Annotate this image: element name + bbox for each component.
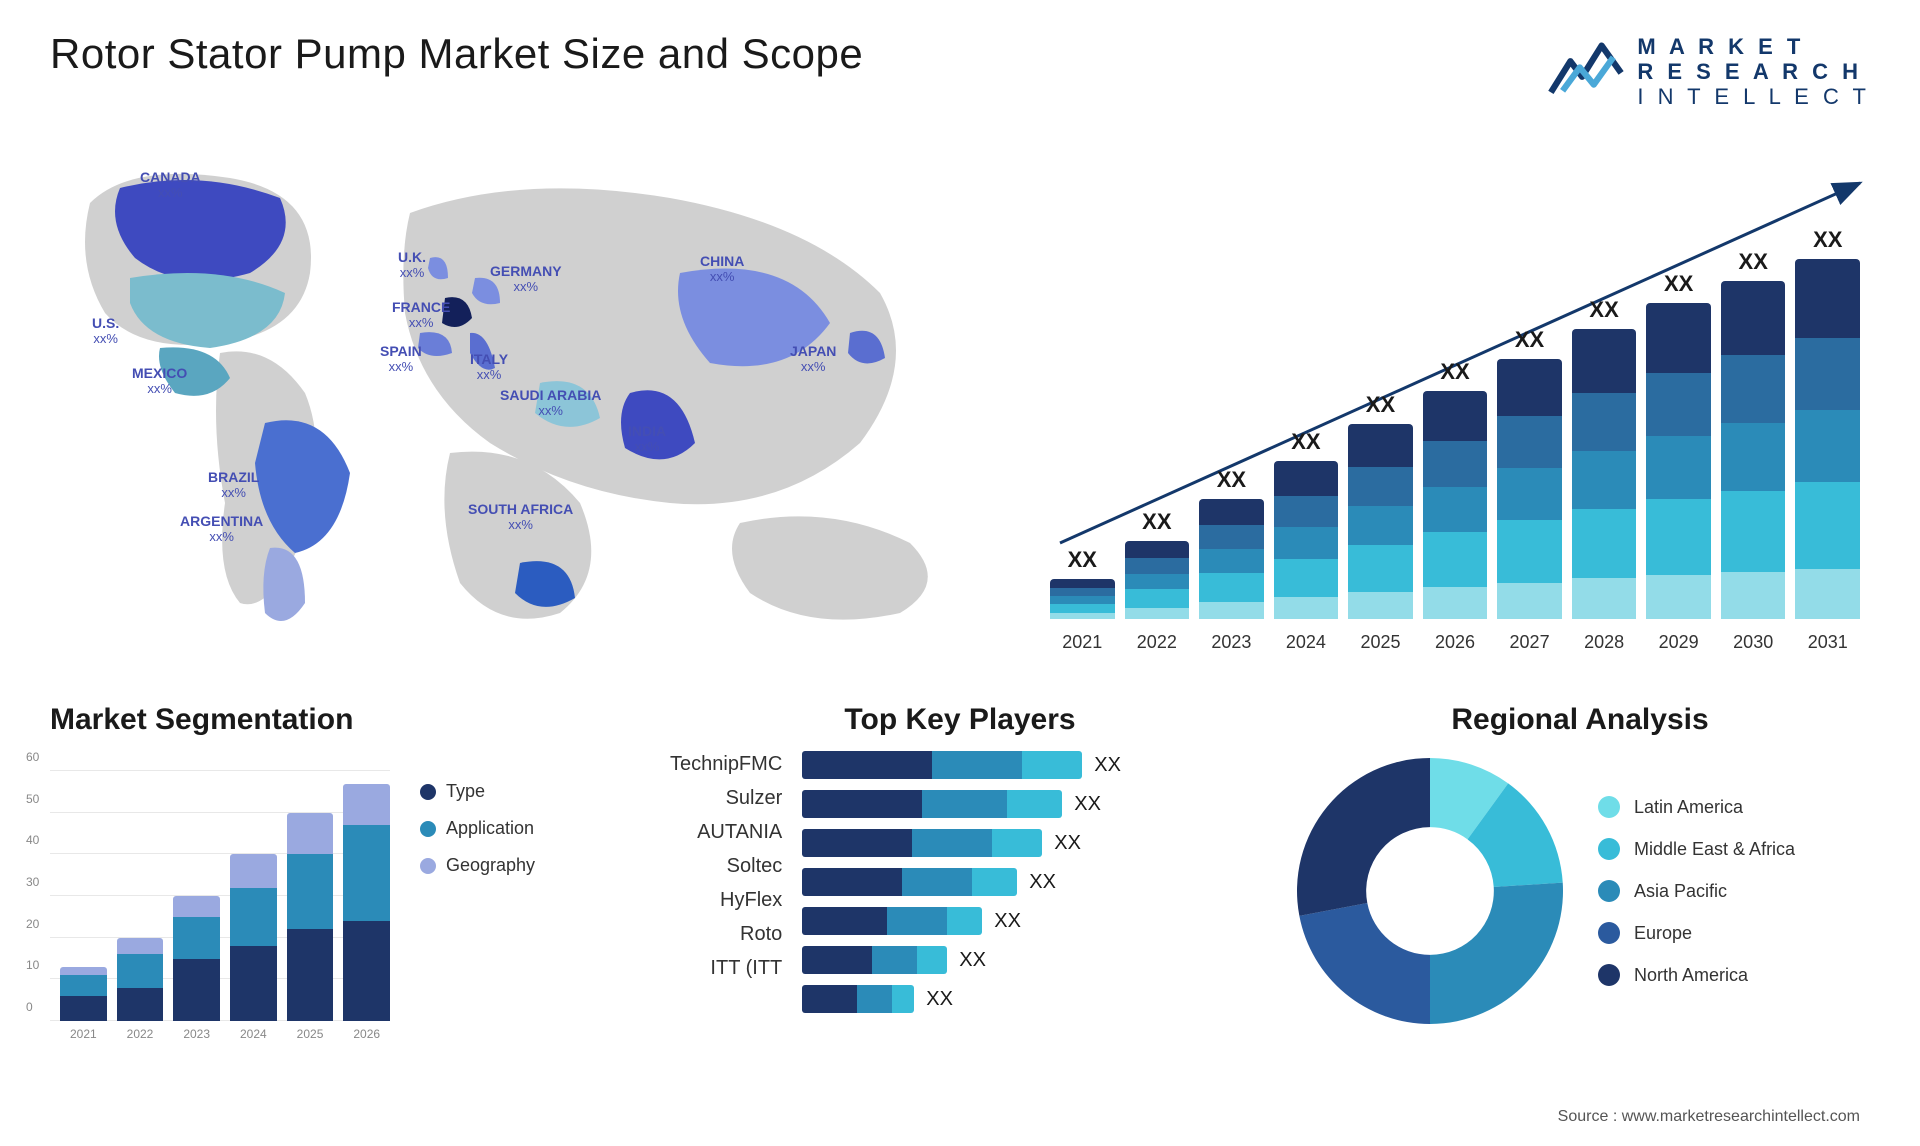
map-argentina [263, 548, 305, 621]
segmentation-year: 2021 [60, 1027, 107, 1041]
segmentation-year: 2024 [230, 1027, 277, 1041]
map-label: SAUDI ARABIAxx% [500, 387, 601, 418]
brand-logo: M A R K E T R E S E A R C H I N T E L L … [1547, 30, 1870, 113]
donut-slice [1299, 903, 1430, 1024]
segmentation-chart: 0102030405060 202120222023202420252026 [50, 751, 390, 1041]
map-label: FRANCExx% [392, 299, 450, 330]
growth-year: 2022 [1125, 632, 1190, 653]
segmentation-bar [230, 854, 277, 1021]
top-row: CANADAxx% U.S.xx% MEXICOxx% BRAZILxx% ARGENT… [50, 143, 1870, 653]
growth-year: 2029 [1646, 632, 1711, 653]
regional-legend-item: Europe [1598, 922, 1795, 944]
segmentation-legend-item: Geography [420, 855, 535, 876]
segmentation-year: 2023 [173, 1027, 220, 1041]
map-label: SPAINxx% [380, 343, 422, 374]
map-label: SOUTH AFRICAxx% [468, 501, 573, 532]
regional-panel: Regional Analysis Latin America Middle Ea… [1290, 703, 1870, 1041]
map-label: BRAZILxx% [208, 469, 259, 500]
map-label: ARGENTINAxx% [180, 513, 263, 544]
map-label: U.S.xx% [92, 315, 119, 346]
player-name: Roto [670, 923, 782, 946]
segmentation-bar [60, 967, 107, 1021]
growth-bar: XX [1274, 429, 1339, 619]
player-bar-row: XX [802, 907, 1250, 935]
growth-bar: XX [1572, 297, 1637, 619]
segmentation-legend: Type Application Geography [420, 751, 535, 1041]
segmentation-year: 2022 [117, 1027, 164, 1041]
donut-slice [1430, 883, 1563, 1024]
bottom-row: Market Segmentation 0102030405060 202120… [50, 703, 1870, 1041]
map-label: CANADAxx% [140, 169, 201, 200]
regional-legend-item: Latin America [1598, 796, 1795, 818]
segmentation-bar [287, 813, 334, 1021]
growth-bar: XX [1125, 509, 1190, 619]
player-bars: XX XX XX XX XX XX XX [802, 751, 1250, 1013]
page-title: Rotor Stator Pump Market Size and Scope [50, 30, 863, 78]
regional-legend-item: Asia Pacific [1598, 880, 1795, 902]
player-name: TechnipFMC [670, 753, 782, 776]
growth-year: 2031 [1795, 632, 1860, 653]
segmentation-bar [173, 896, 220, 1021]
map-label: U.K.xx% [398, 249, 426, 280]
growth-year: 2028 [1572, 632, 1637, 653]
segmentation-panel: Market Segmentation 0102030405060 202120… [50, 703, 630, 1041]
player-name: HyFlex [670, 889, 782, 912]
player-bar-row: XX [802, 868, 1250, 896]
logo-text: M A R K E T R E S E A R C H I N T E L L … [1637, 34, 1870, 110]
growth-year: 2026 [1423, 632, 1488, 653]
segmentation-year: 2025 [287, 1027, 334, 1041]
player-name: ITT (ITT [670, 957, 782, 980]
regional-legend-item: Middle East & Africa [1598, 838, 1795, 860]
growth-year: 2021 [1050, 632, 1115, 653]
player-bar-row: XX [802, 751, 1250, 779]
map-label: ITALYxx% [470, 351, 508, 382]
segmentation-bar [343, 784, 390, 1021]
header: Rotor Stator Pump Market Size and Scope … [50, 30, 1870, 113]
growth-bar: XX [1646, 271, 1711, 619]
donut-slice [1297, 758, 1430, 916]
player-bar-row: XX [802, 946, 1250, 974]
regional-title: Regional Analysis [1290, 703, 1870, 737]
player-name: Soltec [670, 855, 782, 878]
map-label: INDIAxx% [628, 423, 666, 454]
source-text: Source : www.marketresearchintellect.com [1558, 1108, 1860, 1126]
player-bar-row: XX [802, 790, 1250, 818]
map-label: CHINAxx% [700, 253, 744, 284]
segmentation-bar [117, 938, 164, 1021]
players-title: Top Key Players [670, 703, 1250, 737]
regional-legend-item: North America [1598, 964, 1795, 986]
growth-year: 2025 [1348, 632, 1413, 653]
segmentation-legend-item: Type [420, 781, 535, 802]
growth-chart: XXXXXXXXXXXXXXXXXXXXXX 20212022202320242… [1040, 143, 1870, 653]
growth-year: 2027 [1497, 632, 1562, 653]
growth-bar: XX [1721, 249, 1786, 619]
player-bar-row: XX [802, 829, 1250, 857]
segmentation-title: Market Segmentation [50, 703, 630, 737]
growth-bar: XX [1795, 227, 1860, 619]
growth-year: 2024 [1274, 632, 1339, 653]
map-label: MEXICOxx% [132, 365, 187, 396]
segmentation-year: 2026 [343, 1027, 390, 1041]
growth-year: 2030 [1721, 632, 1786, 653]
growth-year: 2023 [1199, 632, 1264, 653]
player-bar-row: XX [802, 985, 1250, 1013]
regional-legend: Latin America Middle East & Africa Asia Pa… [1598, 796, 1795, 986]
donut-chart [1290, 751, 1570, 1031]
growth-bar: XX [1199, 467, 1264, 619]
segmentation-legend-item: Application [420, 818, 535, 839]
player-name: Sulzer [670, 787, 782, 810]
player-name: AUTANIA [670, 821, 782, 844]
players-panel: Top Key Players TechnipFMC Sulzer AUTANIA S… [670, 703, 1250, 1041]
map-label: GERMANYxx% [490, 263, 562, 294]
logo-icon [1547, 30, 1625, 113]
world-map: CANADAxx% U.S.xx% MEXICOxx% BRAZILxx% ARGENT… [50, 143, 1010, 653]
growth-bar: XX [1348, 392, 1413, 619]
map-label: JAPANxx% [790, 343, 836, 374]
player-names: TechnipFMC Sulzer AUTANIA Soltec HyFlex Roto I… [670, 751, 782, 1013]
growth-bar: XX [1050, 547, 1115, 619]
growth-bar: XX [1497, 327, 1562, 619]
growth-bar: XX [1423, 359, 1488, 619]
